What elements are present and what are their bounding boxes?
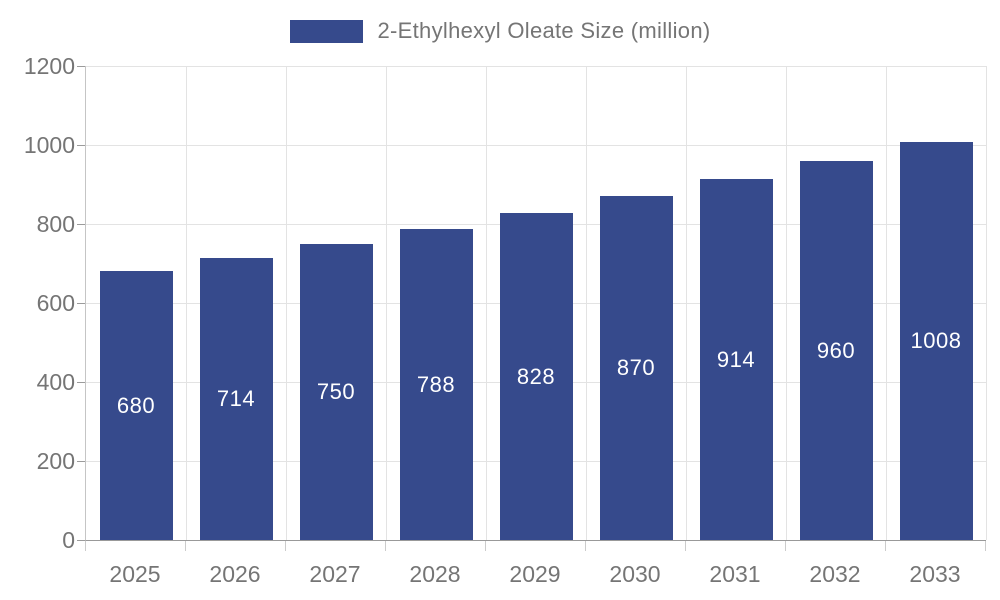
y-axis-label: 800 (36, 211, 75, 237)
bar-2025[interactable]: 680 (99, 271, 173, 540)
y-axis-tick (77, 382, 85, 383)
bar-2033[interactable]: 1008 (899, 142, 973, 540)
x-axis-label: 2026 (209, 561, 261, 587)
gridline-vertical (585, 66, 587, 540)
gridline-vertical (985, 66, 987, 540)
x-axis-label: 2031 (709, 561, 761, 587)
bar-2028[interactable]: 788 (399, 229, 473, 540)
bar-2031[interactable]: 914 (699, 179, 773, 540)
x-axis-tick (185, 541, 186, 551)
bar-value-label: 680 (116, 392, 156, 418)
x-axis-tick (285, 541, 286, 551)
legend-label: 2-Ethylhexyl Oleate Size (million) (377, 18, 711, 43)
x-axis-tick (685, 541, 686, 551)
y-axis-label: 1200 (23, 53, 75, 79)
y-axis-tick (77, 303, 85, 304)
gridline-vertical (285, 66, 287, 540)
x-axis-label: 2028 (409, 561, 461, 587)
y-axis-tick (77, 461, 85, 462)
x-axis-label: 2025 (109, 561, 161, 587)
y-axis-label: 400 (36, 369, 75, 395)
x-axis-label: 2029 (509, 561, 561, 587)
x-axis-label: 2030 (609, 561, 661, 587)
bar-2032[interactable]: 960 (799, 161, 873, 540)
y-axis-tick (77, 145, 85, 146)
y-axis-label: 0 (62, 527, 75, 553)
bar-value-label: 1008 (910, 328, 962, 353)
plot-area: 680 714 750 788 828 870 914 960 1008 (85, 65, 987, 541)
bar-2030[interactable]: 870 (599, 196, 673, 540)
bar-value-label: 750 (316, 379, 356, 404)
gridline-horizontal (86, 144, 986, 146)
x-axis-tick (885, 541, 886, 551)
y-axis-tick (77, 224, 85, 225)
gridline-vertical (885, 66, 887, 540)
y-axis-tick (77, 66, 85, 67)
x-axis-tick (785, 541, 786, 551)
bar-2029[interactable]: 828 (499, 213, 573, 540)
bar-2027[interactable]: 750 (299, 244, 373, 540)
legend[interactable]: 2-Ethylhexyl Oleate Size (million) (0, 14, 1000, 48)
gridline-vertical (385, 66, 387, 540)
y-axis-label: 600 (36, 290, 75, 316)
legend-swatch-icon (289, 19, 363, 43)
x-axis-label: 2033 (909, 561, 961, 587)
bar-value-label: 788 (416, 371, 456, 397)
y-axis-tick (77, 540, 85, 541)
gridline-vertical (185, 66, 187, 540)
bar-value-label: 828 (516, 363, 556, 389)
x-axis-tick (85, 541, 86, 551)
y-axis-label: 200 (36, 448, 75, 474)
x-axis-tick (585, 541, 586, 551)
bar-value-label: 960 (816, 337, 856, 363)
gridline-vertical (785, 66, 787, 540)
x-axis-tick (485, 541, 486, 551)
x-axis-tick (385, 541, 386, 551)
x-axis-label: 2032 (809, 561, 861, 587)
bar-2026[interactable]: 714 (199, 258, 273, 540)
bar-value-label: 714 (216, 386, 256, 411)
gridline-vertical (485, 66, 487, 540)
gridline-horizontal (86, 65, 986, 67)
x-axis-tick (985, 541, 986, 551)
gridline-vertical (685, 66, 687, 540)
bar-value-label: 914 (716, 346, 756, 372)
x-axis-label: 2027 (309, 561, 361, 587)
y-axis-label: 1000 (23, 132, 75, 158)
bar-value-label: 870 (616, 355, 656, 380)
